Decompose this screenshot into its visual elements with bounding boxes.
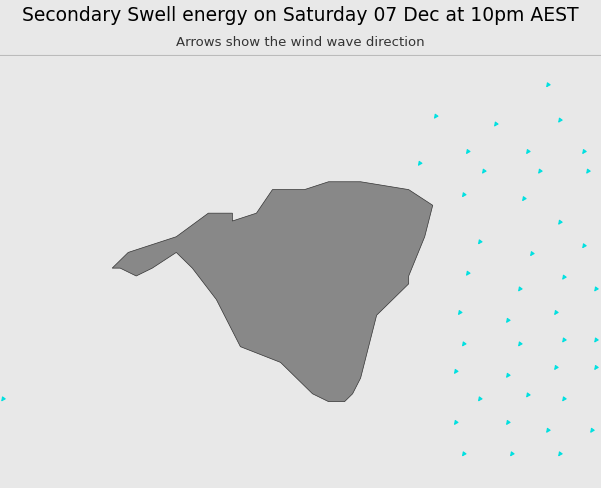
Text: Secondary Swell energy on Saturday 07 Dec at 10pm AEST: Secondary Swell energy on Saturday 07 De… — [22, 6, 579, 25]
Text: Arrows show the wind wave direction: Arrows show the wind wave direction — [176, 36, 425, 49]
Polygon shape — [112, 182, 433, 402]
